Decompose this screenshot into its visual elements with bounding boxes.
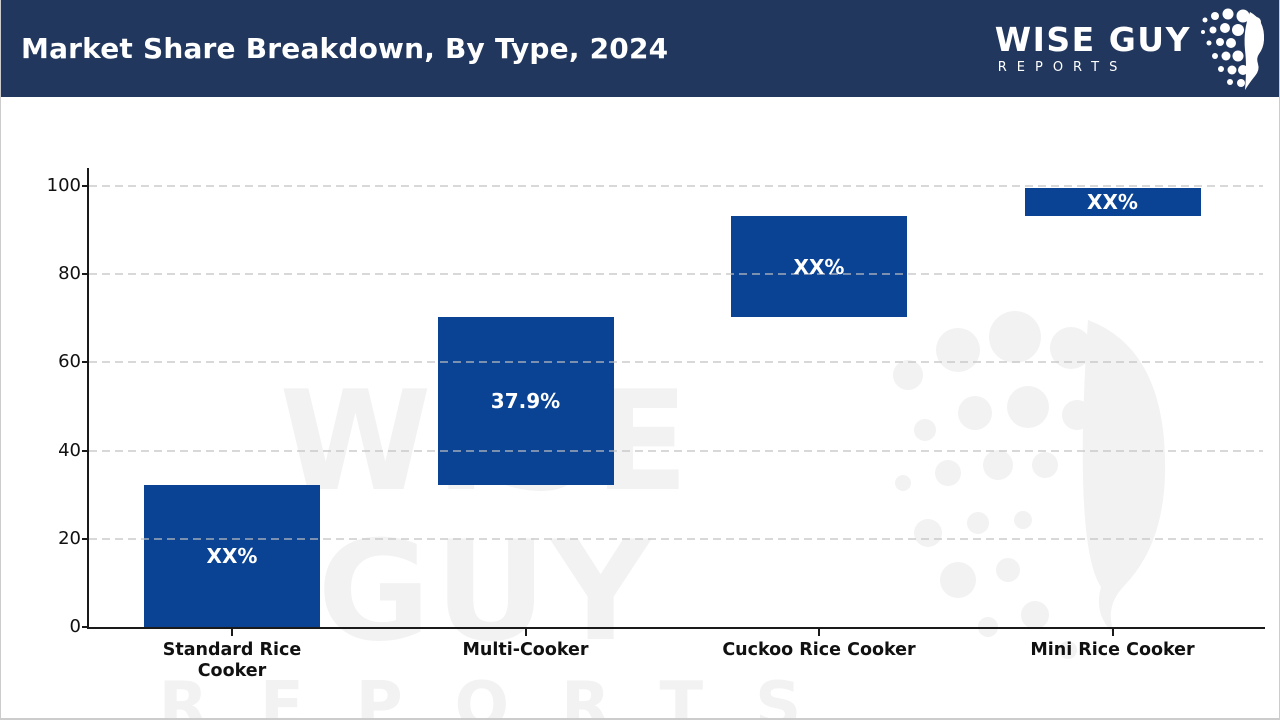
x-tick-mark [231,629,233,636]
gridline [89,273,1263,276]
y-tick-label: 40 [58,439,81,461]
x-tick-label-mini-rice-cooker: Mini Rice Cooker [1030,640,1195,660]
page-title: Market Share Breakdown, By Type, 2024 [21,32,669,65]
bar-value-label: XX% [206,543,258,568]
x-tick-label-multi-cooker: Multi-Cooker [462,640,589,660]
bar-standard-rice-cooker [144,484,320,627]
y-tick-label: 0 [69,616,81,637]
header: Market Share Breakdown, By Type, 2024 WI… [1,0,1279,97]
x-tick-mark [524,629,527,636]
bar-cuckoo-rice-cooker [731,215,907,318]
gridline [89,449,1263,452]
y-tick-mark [82,537,89,540]
x-tick-mark [1111,629,1114,636]
y-tick-mark [82,626,89,628]
y-tick-mark [82,273,89,276]
y-tick-mark [82,185,89,187]
x-tick-label-cuckoo-rice-cooker: Cuckoo Rice Cooker [722,640,916,660]
x-tick-mark [818,629,820,636]
gridline [89,537,1263,540]
y-tick-label: 20 [58,527,81,549]
brand-logo: WISE GUY REPORTS [995,6,1267,92]
bar-value-label: XX% [793,254,845,279]
logo-wordmark: WISE GUY [994,19,1191,59]
bar-multi-cooker [437,317,614,485]
y-tick-mark [82,449,89,452]
gridline [89,361,1263,364]
bar-chart: WISE GUY REPORTS XX%37.9%XX%XX% 02040608… [1,97,1279,718]
logo-subtext: REPORTS [997,59,1128,75]
y-axis [87,168,89,629]
bar-value-label: 37.9% [490,388,561,413]
bar-value-label: XX% [1087,190,1138,215]
y-tick-mark [82,361,89,364]
brand-logo-text: WISE GUY REPORTS [994,19,1191,75]
bar-mini-rice-cooker [1024,188,1201,216]
gridline [89,185,1263,187]
y-tick-label: 100 [46,175,81,196]
y-tick-label: 80 [58,263,81,285]
x-tick-label-standard-rice-cooker: Standard Rice Cooker [162,640,302,681]
x-axis [87,627,1265,629]
y-tick-label: 60 [58,351,81,373]
logo-face-icon [1201,8,1265,90]
